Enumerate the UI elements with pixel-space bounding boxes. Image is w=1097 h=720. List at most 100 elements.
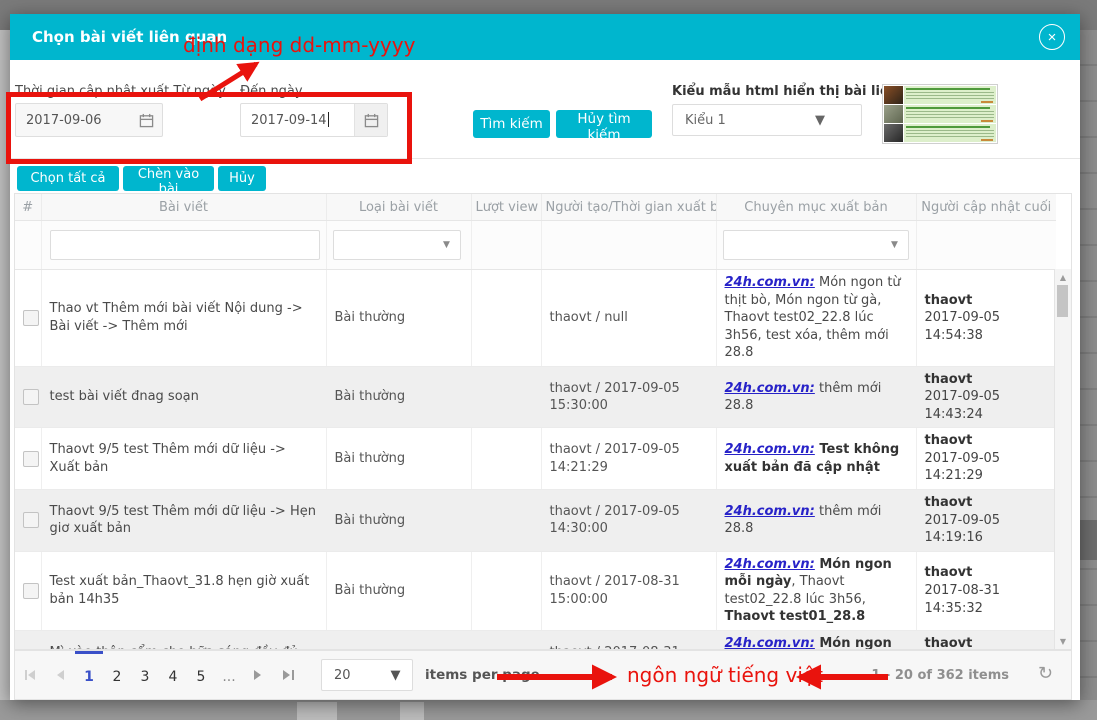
to-date-input[interactable]: 2017-09-14 <box>240 103 388 137</box>
background-bottom-strip <box>0 700 1097 720</box>
scroll-down-icon[interactable]: ▼ <box>1059 637 1067 646</box>
chevron-down-icon: ▼ <box>390 667 401 683</box>
dialog-header: Chọn bài viết liên quan × <box>10 14 1080 60</box>
column-index[interactable]: # <box>15 194 41 221</box>
creator-publish-time: thaovt / 2017-09-05 15:30:00 <box>540 366 716 429</box>
previous-page-icon[interactable] <box>45 651 75 699</box>
article-title: Thaovt 9/5 test Thêm mới dữ liệu -> Hẹn … <box>40 489 326 552</box>
page-2[interactable]: 2 <box>112 668 122 685</box>
annotation-date-format: định dạng dd-mm-yyyy <box>183 33 416 57</box>
category-link[interactable]: 24h.com.vn: <box>724 380 815 396</box>
last-updater-cell: thaovt 2017-09-05 14:43:24 <box>915 366 1056 429</box>
column-article[interactable]: Bài viết <box>40 194 326 221</box>
chevron-down-icon: ▼ <box>891 240 898 250</box>
article-type: Bài thường <box>325 366 471 429</box>
next-page-icon[interactable] <box>243 651 273 699</box>
article-filter-input[interactable] <box>49 230 320 260</box>
template-preview-thumbnail <box>882 84 998 144</box>
category-link[interactable]: 24h.com.vn: <box>724 556 815 572</box>
text-cursor <box>327 112 329 127</box>
table-row: Mì xào thập cẩm cho bữa sáng đầy đủ dinh… <box>15 630 1056 650</box>
calendar-icon[interactable] <box>130 104 162 136</box>
column-article-type[interactable]: Loại bài viết <box>325 194 471 221</box>
row-checkbox[interactable] <box>23 582 39 599</box>
article-type: Bài thường <box>325 551 471 631</box>
cancel-search-button[interactable]: Hủy tìm kiếm <box>556 110 652 143</box>
column-last-updater[interactable]: Người cập nhật cuối <box>915 194 1056 221</box>
creator-publish-time: thaovt / 2017-09-05 14:30:00 <box>540 489 716 552</box>
background-right-sliver <box>1080 30 1097 700</box>
chevron-down-icon: ▼ <box>443 240 450 250</box>
category-cell: 24h.com.vn: Test không xuất bản đã cập n… <box>715 427 916 491</box>
row-checkbox[interactable] <box>23 512 39 529</box>
last-updater-cell: thaovt 2017-09-05 14:21:29 <box>915 427 1056 491</box>
category-cell: 24h.com.vn: thêm mới 28.8 <box>715 489 916 552</box>
select-all-button[interactable]: Chọn tất cả <box>17 166 119 191</box>
row-checkbox[interactable] <box>23 309 39 326</box>
row-checkbox[interactable] <box>23 389 39 406</box>
template-style-value: Kiểu 1 <box>685 112 726 128</box>
template-style-select[interactable]: Kiểu 1 ▼ <box>672 104 862 136</box>
last-updater-cell: thaovt 2017-09-05 14:54:38 <box>915 269 1056 367</box>
table-row: Thao vt Thêm mới bài viết Nội dung -> Bà… <box>15 269 1056 367</box>
creator-publish-time: thaovt / 2017-08-31 14:48:55 <box>540 630 716 649</box>
table-row: Thaovt 9/5 test Thêm mới dữ liệu -> Hẹn … <box>15 489 1056 552</box>
category-link[interactable]: 24h.com.vn: <box>724 275 815 290</box>
last-updater-cell: thaovt 2017-08-31 14:35:32 <box>915 551 1056 631</box>
grid-scrollbar[interactable]: ▲ ▼ <box>1054 269 1071 649</box>
pager: 1 2 3 4 5... 20 ▼ items per page 1 - 20 of 3… <box>14 650 1072 700</box>
first-page-icon[interactable] <box>15 651 45 699</box>
page-more[interactable]: ... <box>222 668 236 685</box>
article-type-filter-select[interactable]: ▼ <box>332 230 461 260</box>
row-checkbox[interactable] <box>23 450 39 467</box>
background-control <box>400 702 424 720</box>
category-link[interactable]: 24h.com.vn: <box>724 442 815 458</box>
article-views <box>470 366 541 429</box>
table-row: Test xuất bản_Thaovt_31.8 hẹn giờ xuất b… <box>15 551 1056 631</box>
page-4[interactable]: 4 <box>168 668 178 685</box>
article-views <box>470 630 541 649</box>
scrollbar-thumb[interactable] <box>1057 285 1068 317</box>
page-size-select[interactable]: 20 ▼ <box>321 659 413 691</box>
column-creator[interactable]: Người tạo/Thời gian xuất bản <box>540 194 716 221</box>
category-link[interactable]: 24h.com.vn: <box>724 503 815 519</box>
creator-publish-time: thaovt / 2017-08-31 15:00:00 <box>540 551 716 631</box>
page-5[interactable]: 5 <box>196 668 206 685</box>
background-control <box>297 702 337 720</box>
category-link[interactable]: 24h.com.vn: <box>724 635 815 650</box>
chevron-down-icon: ▼ <box>815 112 825 128</box>
cancel-button[interactable]: Hủy <box>218 166 266 191</box>
scroll-up-icon[interactable]: ▲ <box>1059 273 1067 282</box>
creator-publish-time: thaovt / 2017-09-05 14:21:29 <box>540 427 716 491</box>
items-per-page-label: items per page <box>425 667 540 683</box>
insert-into-article-button[interactable]: Chèn vào bài <box>123 166 214 197</box>
category-cell: 24h.com.vn: thêm mới 28.8 <box>715 366 916 429</box>
dialog-title: Chọn bài viết liên quan <box>32 28 228 46</box>
category-cell: 24h.com.vn: Món ngon từ thịt bò, Món ngo… <box>715 269 916 367</box>
calendar-icon[interactable] <box>354 104 387 136</box>
article-type: Bài thường <box>325 427 471 491</box>
refresh-icon[interactable]: ↻ <box>1037 663 1053 684</box>
page-1[interactable]: 1 <box>75 651 103 699</box>
from-date-value: 2017-09-06 <box>26 112 102 128</box>
last-page-icon[interactable] <box>273 651 303 699</box>
grid-filter-row: ▼ ▼ <box>15 220 1056 270</box>
page-numbers: 1 2 3 4 5... <box>75 651 243 699</box>
category-cell: 24h.com.vn: Món ngon từ tôm, Món xào ngo… <box>715 630 916 650</box>
to-date-label: Đến ngày <box>240 84 303 99</box>
background-right-row <box>1080 520 1097 560</box>
grid-header-row: # Bài viết Loại bài viết Lượt view Người… <box>15 194 1056 221</box>
article-type: Bài thường <box>325 489 471 552</box>
from-date-input[interactable]: 2017-09-06 <box>15 103 163 137</box>
articles-grid: # Bài viết Loại bài viết Lượt view Người… <box>14 193 1072 650</box>
column-views[interactable]: Lượt view <box>470 194 541 221</box>
search-button[interactable]: Tìm kiếm <box>473 110 550 138</box>
column-category[interactable]: Chuyên mục xuất bản <box>715 194 916 221</box>
template-style-label: Kiểu mẫu html hiển thị bài liên quan <box>672 84 940 99</box>
close-icon[interactable]: × <box>1039 24 1065 50</box>
category-filter-select[interactable]: ▼ <box>722 230 909 260</box>
from-date-label: Thời gian cập nhật xuất Từ ngày <box>15 84 226 99</box>
page-3[interactable]: 3 <box>140 668 150 685</box>
article-title: Test xuất bản_Thaovt_31.8 hẹn giờ xuất b… <box>40 551 326 631</box>
